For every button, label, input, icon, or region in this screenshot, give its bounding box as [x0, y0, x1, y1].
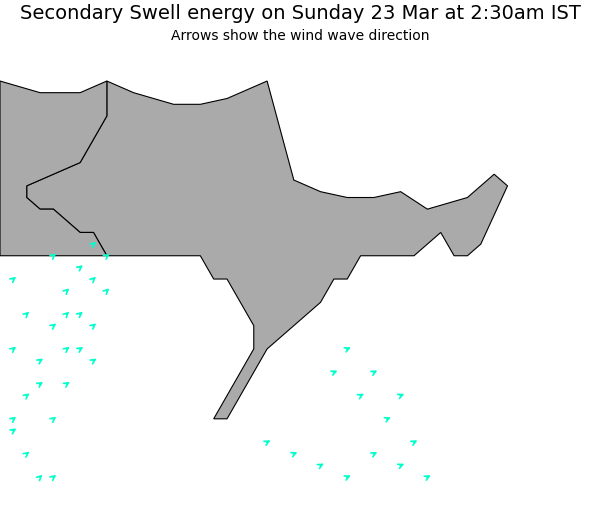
Text: Secondary Swell energy on Sunday 23 Mar at 2:30am IST: Secondary Swell energy on Sunday 23 Mar …	[20, 4, 581, 24]
Text: Arrows show the wind wave direction: Arrows show the wind wave direction	[171, 29, 430, 43]
Polygon shape	[26, 81, 507, 419]
Polygon shape	[0, 81, 107, 255]
